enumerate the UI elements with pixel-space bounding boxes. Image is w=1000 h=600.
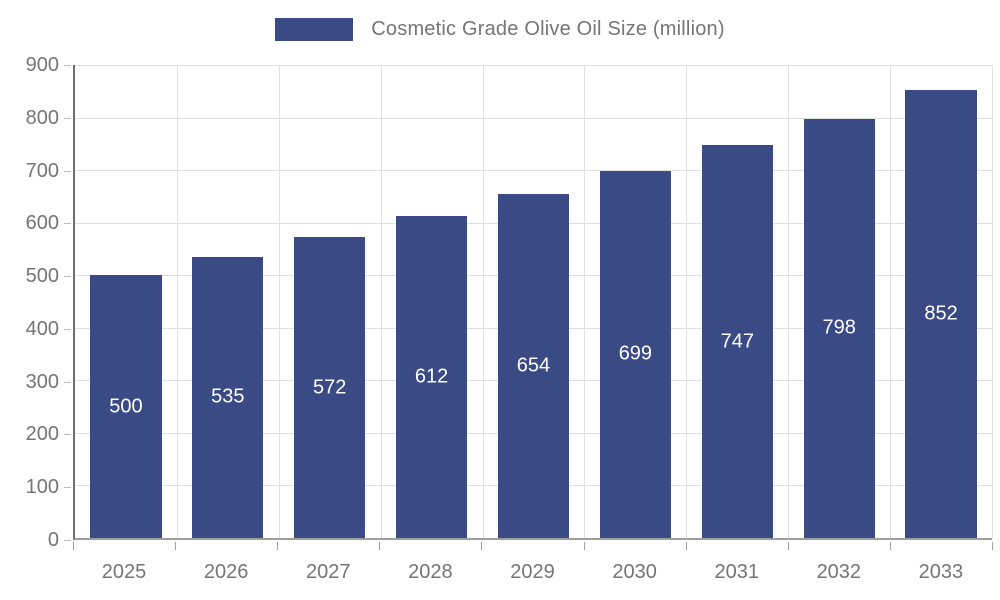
bar-2032: 798 [803, 118, 875, 538]
bar-value-label: 654 [516, 354, 551, 377]
bar-2027: 572 [294, 237, 366, 538]
x-axis-tick [277, 542, 279, 550]
legend-swatch [275, 18, 354, 41]
x-axis-label-2033: 2033 [918, 561, 964, 583]
x-axis-label-2025: 2025 [101, 561, 147, 583]
gridline-x-boundary-1 [176, 65, 178, 538]
bar-value-label: 747 [720, 330, 754, 353]
y-axis-tick [64, 487, 71, 489]
y-axis-tick [64, 434, 71, 436]
bar-value-label: 535 [211, 385, 245, 408]
y-axis-label-600: 600 [25, 212, 59, 235]
y-axis-tick [64, 276, 71, 278]
bar-2029: 654 [497, 194, 570, 538]
x-axis-tick [379, 542, 381, 550]
y-axis-label-300: 300 [25, 370, 59, 393]
bar-value-label: 798 [822, 316, 856, 339]
gridline-y-900 [75, 65, 992, 66]
bar-2026: 535 [192, 256, 264, 538]
y-axis-tick [64, 170, 71, 172]
y-axis-label-900: 900 [25, 54, 59, 76]
x-axis-tick [481, 542, 483, 550]
gridline-x-boundary-9 [992, 65, 993, 538]
gridline-x-boundary-7 [788, 65, 790, 538]
bar-value-label: 612 [414, 365, 449, 388]
x-axis-label-2032: 2032 [816, 561, 862, 583]
y-axis-label-400: 400 [25, 317, 59, 340]
chart-legend[interactable]: Cosmetic Grade Olive Oil Size (million) [0, 18, 1000, 41]
y-axis-label-0: 0 [47, 529, 59, 551]
x-axis-tick [175, 542, 177, 550]
y-axis-tick [64, 540, 71, 541]
x-axis-label-2030: 2030 [612, 561, 657, 583]
gridline-x-boundary-2 [278, 65, 280, 538]
y-axis-tick [64, 328, 71, 330]
x-axis-label-2026: 2026 [203, 561, 249, 583]
bar-value-label: 500 [109, 395, 143, 418]
x-axis-label-2027: 2027 [306, 561, 351, 583]
bar-2033: 852 [905, 90, 977, 538]
gridline-x-boundary-3 [380, 65, 382, 538]
y-axis-label-700: 700 [25, 159, 59, 182]
bar-value-label: 699 [618, 342, 653, 365]
x-axis-tick [787, 542, 789, 550]
y-axis-label-200: 200 [25, 423, 59, 446]
x-axis-tick [583, 542, 585, 550]
x-axis-tick [992, 542, 993, 550]
y-axis-label-500: 500 [25, 265, 59, 288]
x-axis-tick [685, 542, 687, 550]
bar-2031: 747 [701, 145, 773, 538]
bar-2030: 699 [599, 170, 672, 538]
bar-value-label: 572 [313, 376, 347, 399]
y-axis-label-800: 800 [25, 106, 59, 129]
bar-value-label: 852 [924, 302, 958, 325]
y-axis-tick [64, 223, 71, 225]
gridline-x-boundary-4 [482, 65, 484, 538]
x-axis-tick [889, 542, 891, 550]
y-axis-tick [64, 65, 71, 66]
gridline-x-boundary-5 [584, 65, 586, 538]
bar-2028: 612 [395, 216, 468, 538]
x-axis-label-2029: 2029 [510, 561, 555, 583]
plot-area: 500 535 572 612 654 699 747 798 852 [73, 65, 993, 540]
x-axis-tick [73, 542, 74, 550]
y-axis-tick [64, 117, 71, 119]
gridline-x-boundary-8 [890, 65, 892, 538]
gridline-x-boundary-6 [686, 65, 688, 538]
legend-label: Cosmetic Grade Olive Oil Size (million) [371, 18, 725, 40]
gridline-y-700 [75, 170, 992, 172]
y-axis-tick [64, 381, 71, 383]
x-axis-label-2028: 2028 [408, 561, 453, 583]
x-axis-label-2031: 2031 [714, 561, 759, 583]
y-axis-label-100: 100 [25, 476, 59, 499]
gridline-y-800 [75, 117, 992, 119]
bar-2025: 500 [90, 275, 162, 538]
